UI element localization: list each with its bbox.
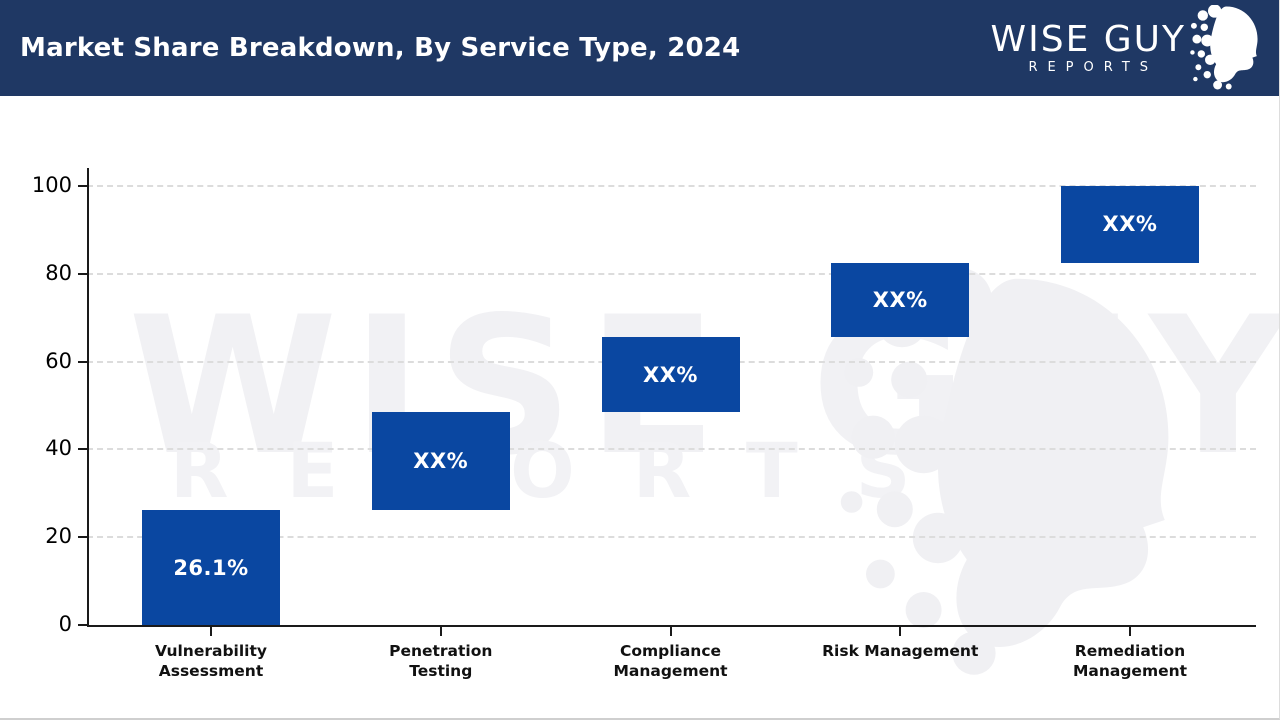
y-tick <box>78 272 87 275</box>
y-tick <box>78 536 87 539</box>
gridline <box>87 448 1256 451</box>
gridline <box>87 536 1256 539</box>
bar-value-label: 26.1% <box>173 555 249 580</box>
x-category-label: Penetration Testing <box>326 641 556 681</box>
gridline <box>87 185 1256 187</box>
bar-segment: XX% <box>1061 186 1199 263</box>
x-tick <box>210 627 212 636</box>
x-category-label-line: Testing <box>409 662 473 680</box>
y-tick-label: 60 <box>45 348 72 373</box>
y-tick-label: 80 <box>45 260 72 285</box>
logo-wordmark: WISE GUY <box>990 19 1186 60</box>
y-tick-label: 100 <box>31 173 72 197</box>
logo-head-icon <box>1190 5 1258 90</box>
bar-value-label: XX% <box>872 287 928 312</box>
x-category-label-line: Compliance <box>619 642 722 660</box>
bar-segment: 26.1% <box>142 510 280 625</box>
y-tick <box>78 360 87 363</box>
page-title: Market Share Breakdown, By Service Type,… <box>20 33 741 63</box>
bar-segment: XX% <box>831 262 970 337</box>
x-category-label-line: Remediation <box>1074 642 1186 660</box>
x-tick <box>1129 627 1131 636</box>
bar-value-label: XX% <box>643 362 698 387</box>
x-tick <box>439 627 442 636</box>
x-category-label-line: Risk Management <box>822 642 979 660</box>
y-tick-label: 40 <box>45 436 72 461</box>
x-category-label-line: Management <box>613 662 728 680</box>
y-tick-label: 20 <box>45 524 72 549</box>
x-category-label-line: Assessment <box>158 662 264 680</box>
x-tick <box>899 627 902 636</box>
x-category-label-line: Penetration <box>389 642 493 660</box>
bar-segment: XX% <box>371 412 510 511</box>
x-category-label: Vulnerability Assessment <box>96 641 326 681</box>
x-tick <box>669 627 672 636</box>
x-category-label: Compliance Management <box>556 641 786 681</box>
x-axis-line <box>87 625 1256 627</box>
logo-text: WISE GUY REPORTS <box>990 19 1187 75</box>
y-axis-line <box>87 168 89 627</box>
bar-value-label: XX% <box>1102 212 1158 237</box>
x-category-label: Risk Management <box>785 641 1015 661</box>
y-tick <box>78 448 87 451</box>
y-tick-label: 0 <box>58 612 72 636</box>
wise-guy-reports-logo: WISE GUY REPORTS <box>991 5 1263 91</box>
header-bar: Market Share Breakdown, By Service Type,… <box>0 0 1279 96</box>
x-category-label-line: Vulnerability <box>155 642 267 660</box>
bar-value-label: XX% <box>413 449 469 474</box>
x-category-label: Remediation Management <box>1015 641 1245 681</box>
logo-subtext: REPORTS <box>1028 60 1159 75</box>
x-category-label-line: Management <box>1072 662 1188 680</box>
bar-segment: XX% <box>601 337 740 413</box>
y-tick <box>78 185 87 187</box>
y-tick <box>78 624 87 626</box>
gridline <box>87 272 1256 275</box>
